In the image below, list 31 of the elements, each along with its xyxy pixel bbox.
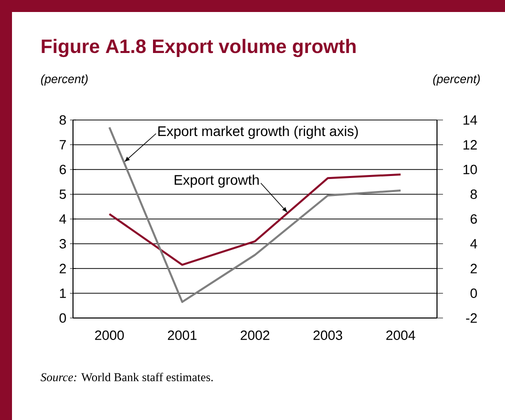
x-tick-label: 2001 bbox=[168, 330, 197, 340]
x-tick-label: 2004 bbox=[386, 330, 416, 340]
y-tick-label: 3 bbox=[60, 238, 66, 249]
y2-tick-label: 10 bbox=[464, 164, 477, 174]
y2-tick-label: 8 bbox=[470, 189, 477, 200]
line-series bbox=[108, 126, 402, 303]
text: Export market growth (right axis) bbox=[158, 126, 358, 139]
chart-title: Figure A1.8 Export volume growth bbox=[42, 38, 356, 58]
line-series bbox=[108, 173, 402, 266]
y-tick-label: 7 bbox=[60, 140, 66, 150]
y2-axis-title: (percent) bbox=[433, 74, 480, 86]
text: Source: World Bank staff estimates. bbox=[40, 372, 213, 382]
y-tick-label: 4 bbox=[59, 214, 66, 224]
y-tick-label: 2 bbox=[60, 264, 66, 274]
y2-tick-label: 12 bbox=[464, 140, 477, 150]
y-axis-title: (percent) bbox=[41, 74, 88, 86]
y-tick-label: 5 bbox=[60, 190, 66, 199]
y-tick-label: 6 bbox=[60, 164, 66, 174]
y2-tick-label: 4 bbox=[470, 239, 478, 248]
x-tick-label: 2000 bbox=[95, 330, 124, 340]
y2-tick-label: 14 bbox=[464, 115, 478, 125]
y-tick-label: 0 bbox=[60, 313, 66, 323]
x-tick-label: 2003 bbox=[314, 330, 342, 340]
text: Export growth bbox=[174, 174, 259, 188]
y2-tick-label: 6 bbox=[470, 214, 477, 224]
y-tick-label: 1 bbox=[60, 288, 66, 298]
y2-tick-label: 2 bbox=[470, 264, 477, 274]
y2-tick-label: 0 bbox=[470, 288, 477, 298]
y-tick-label: 8 bbox=[60, 115, 66, 125]
y2-tick-label: -2 bbox=[466, 313, 477, 323]
x-tick-label: 2002 bbox=[240, 330, 270, 340]
